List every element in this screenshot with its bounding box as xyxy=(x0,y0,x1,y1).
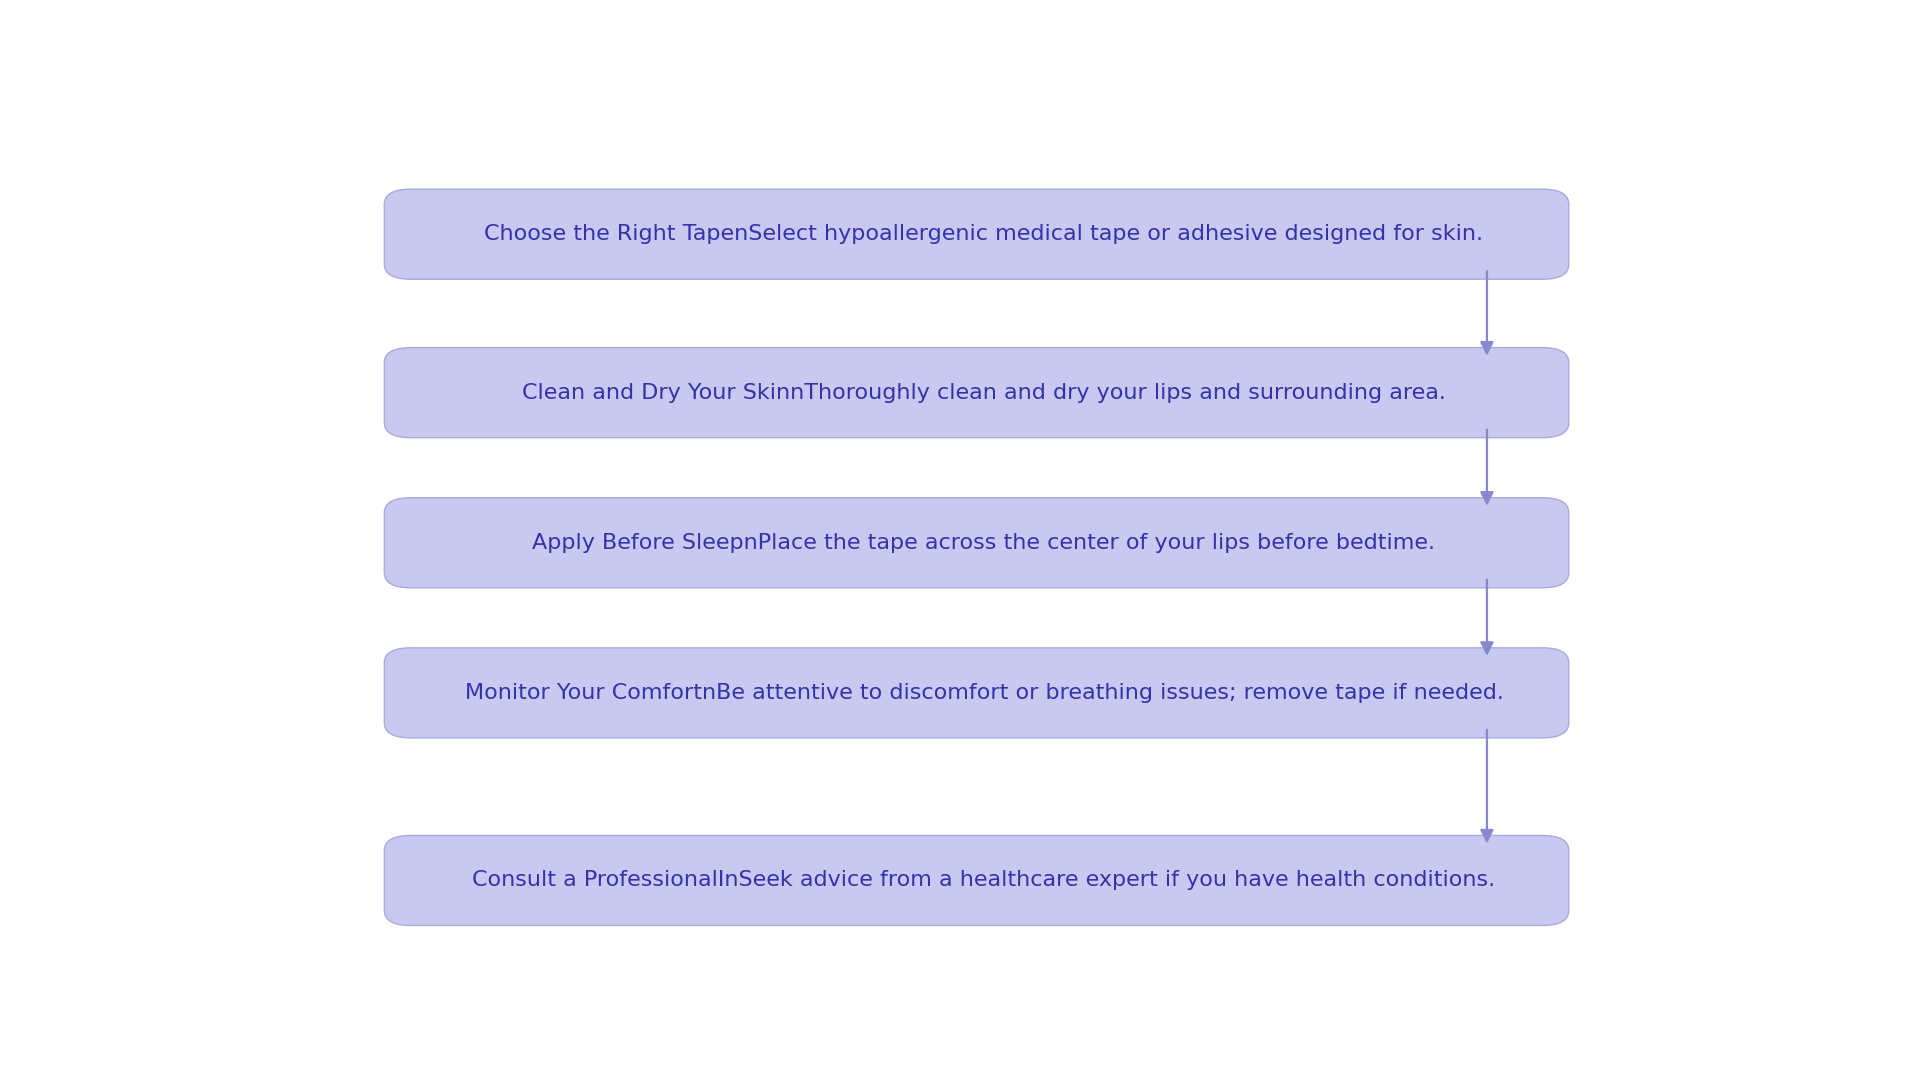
FancyBboxPatch shape xyxy=(384,648,1569,738)
FancyBboxPatch shape xyxy=(384,835,1569,926)
Text: Monitor Your ComfortnBe attentive to discomfort or breathing issues; remove tape: Monitor Your ComfortnBe attentive to dis… xyxy=(465,683,1503,703)
Text: Clean and Dry Your SkinnThoroughly clean and dry your lips and surrounding area.: Clean and Dry Your SkinnThoroughly clean… xyxy=(522,382,1446,403)
Text: Choose the Right TapenSelect hypoallergenic medical tape or adhesive designed fo: Choose the Right TapenSelect hypoallerge… xyxy=(484,224,1484,244)
Text: Apply Before SleepnPlace the tape across the center of your lips before bedtime.: Apply Before SleepnPlace the tape across… xyxy=(532,533,1436,552)
Text: Consult a ProfessionalInSeek advice from a healthcare expert if you have health : Consult a ProfessionalInSeek advice from… xyxy=(472,871,1496,890)
FancyBboxPatch shape xyxy=(384,498,1569,588)
FancyBboxPatch shape xyxy=(384,348,1569,438)
FancyBboxPatch shape xyxy=(384,190,1569,279)
